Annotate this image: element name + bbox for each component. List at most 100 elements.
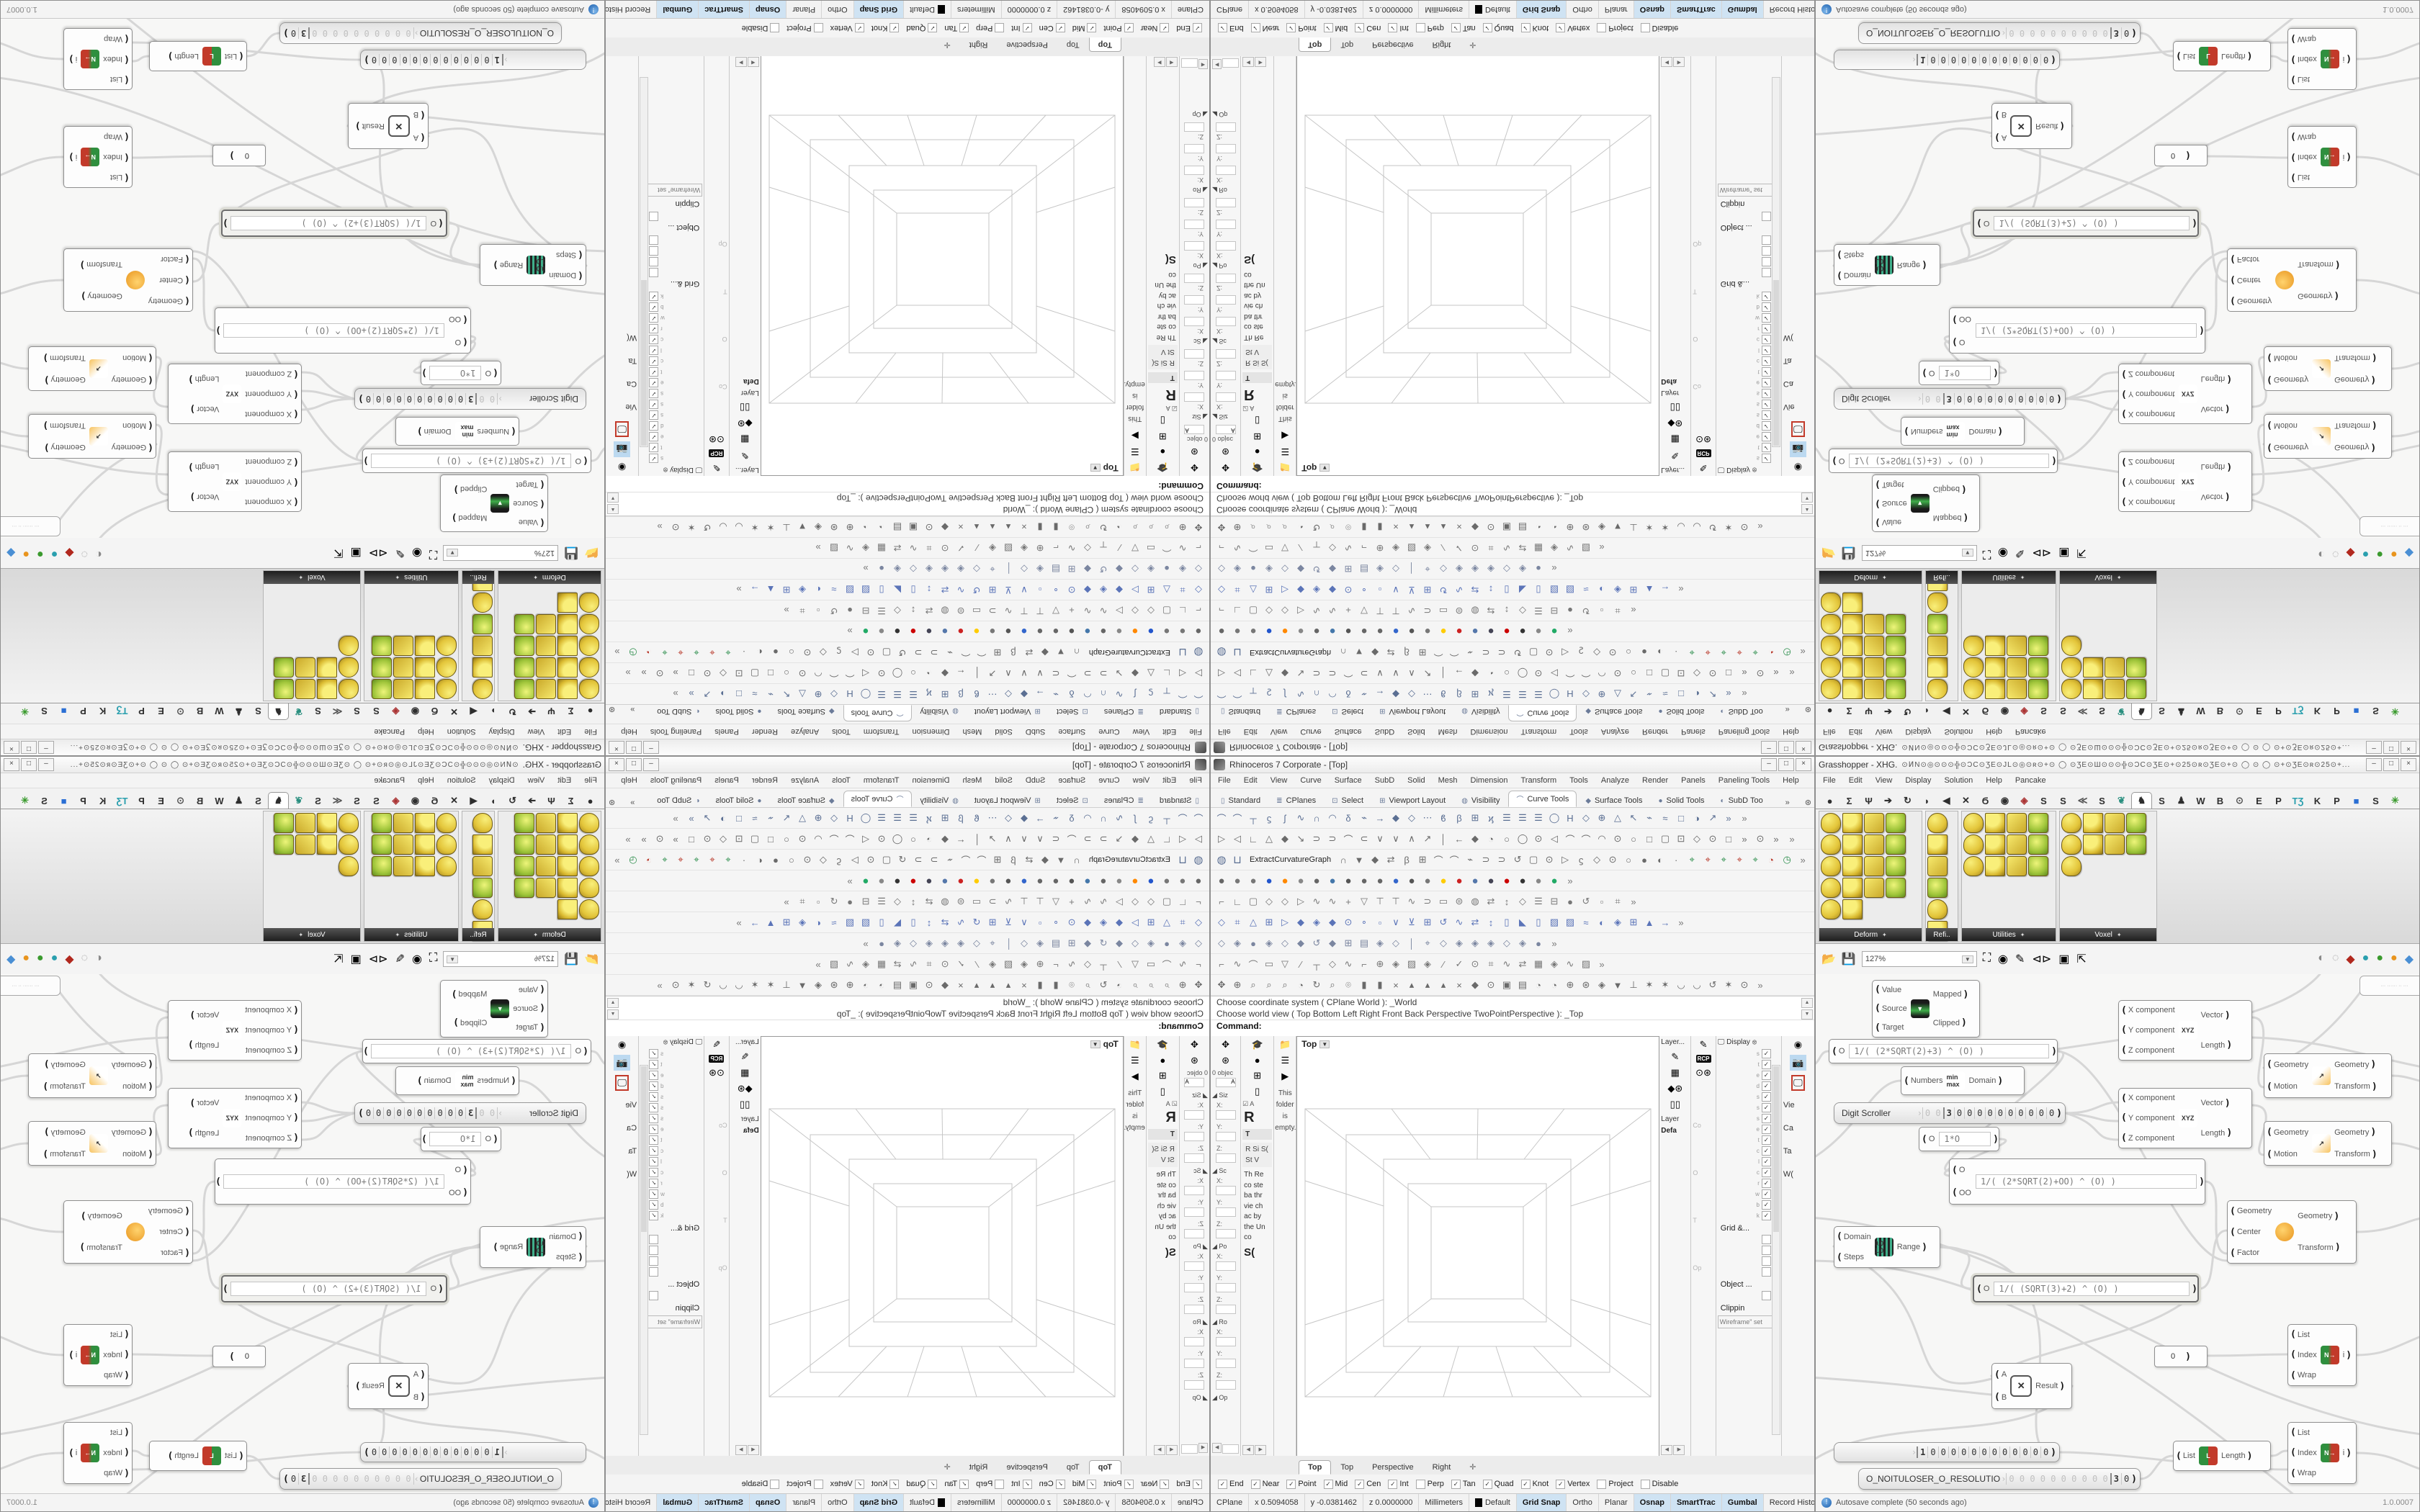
palette-component-icon[interactable] bbox=[1864, 657, 1884, 678]
checkbox-checked-icon[interactable]: ✓ bbox=[1323, 23, 1333, 33]
tool-icon[interactable]: ◆ bbox=[1392, 689, 1399, 700]
checkbox-checked-icon[interactable]: ✓ bbox=[1022, 23, 1032, 33]
tool-icon[interactable]: ⊞ bbox=[782, 917, 791, 927]
palette-group-label[interactable]: Refi.. bbox=[1926, 571, 1958, 584]
menu-item-file[interactable]: File bbox=[1189, 727, 1202, 736]
checkbox-checked-icon[interactable]: ✓ bbox=[1087, 23, 1097, 33]
help-icon[interactable]: ● bbox=[1254, 1055, 1260, 1066]
tool-icon[interactable]: ▴ bbox=[990, 979, 995, 990]
tool-icon[interactable]: ⊃ bbox=[1482, 854, 1490, 865]
input-grip[interactable]: ( bbox=[2267, 420, 2272, 431]
osnap-toggle-disable[interactable]: Disable bbox=[1640, 23, 1678, 33]
gh-category-tab-18[interactable]: ♟ bbox=[2177, 706, 2186, 717]
gh-category-tab-22[interactable]: E bbox=[2256, 706, 2262, 716]
tool-icon[interactable]: ✓ bbox=[1455, 543, 1464, 554]
gear-icon[interactable]: ⊛ bbox=[609, 798, 616, 807]
toolbar-tab-subd-too[interactable]: ◐ SubD Too bbox=[1713, 705, 1770, 718]
gh-preview-mode-icon[interactable]: ◆ bbox=[2404, 953, 2414, 966]
tool-icon[interactable]: ○ bbox=[1631, 833, 1636, 845]
gh-preview-mode-icon[interactable]: ◆ bbox=[65, 546, 74, 559]
checkbox-unchecked-icon[interactable] bbox=[649, 246, 659, 256]
palette-group-label[interactable]: Refi.. bbox=[1926, 928, 1958, 941]
input-grip[interactable]: ( bbox=[1832, 1045, 1837, 1057]
close-button[interactable]: × bbox=[1796, 758, 1811, 771]
gh-toolbar-icon[interactable]: ▣ bbox=[350, 953, 362, 966]
input-grip[interactable]: ( bbox=[539, 479, 545, 490]
tool-icon[interactable]: ϛ bbox=[1578, 647, 1584, 658]
status-toggle-grid-snap[interactable]: Grid Snap bbox=[853, 1, 904, 18]
toolbar-tab-standard[interactable]: ▯ Standard bbox=[1214, 705, 1268, 718]
checkbox-checked-icon[interactable]: ✓ bbox=[1761, 302, 1771, 312]
input-grip[interactable]: ( bbox=[1837, 1251, 1842, 1263]
input-grip[interactable]: ( bbox=[148, 1127, 153, 1138]
tool-icon[interactable]: ⋯ bbox=[987, 812, 998, 823]
scroller-digit[interactable]: 0 bbox=[431, 1446, 442, 1458]
tool-icon[interactable]: ▽ bbox=[1052, 896, 1059, 906]
tool-icon[interactable]: ◈ bbox=[1598, 522, 1605, 533]
output-grip[interactable]: ) bbox=[2224, 1097, 2231, 1109]
axis-field[interactable] bbox=[1184, 1283, 1205, 1292]
checkbox-checked-icon[interactable]: ✓ bbox=[649, 1049, 659, 1058]
rhino-command-area[interactable]: Choose coordinate system ( CPlane World … bbox=[606, 472, 1209, 516]
tool-icon[interactable]: » bbox=[673, 833, 678, 845]
tool-icon[interactable]: ⊞ bbox=[941, 812, 949, 823]
display-mode-icon[interactable]: ● bbox=[1424, 874, 1431, 887]
menu-item-edit[interactable]: Edit bbox=[1243, 727, 1258, 736]
menu-item-edit[interactable]: Edit bbox=[1162, 776, 1177, 785]
tool-icon[interactable]: ⌐ bbox=[1196, 542, 1201, 554]
tool-icon[interactable]: ▣ bbox=[908, 979, 918, 990]
gh-category-tab-5[interactable]: ◗ bbox=[490, 706, 496, 716]
tool-icon[interactable]: ◇ bbox=[973, 937, 980, 948]
tool-icon[interactable]: ≈ bbox=[1662, 812, 1668, 824]
tool-icon[interactable]: ▣ bbox=[1502, 522, 1512, 533]
tool-icon[interactable]: ◈ bbox=[1234, 937, 1241, 948]
tool-icon[interactable]: ↺ bbox=[1582, 896, 1590, 906]
tool-icon[interactable]: ⊙ bbox=[671, 979, 680, 990]
tool-icon[interactable]: ⌕ bbox=[1132, 979, 1138, 990]
display-option-row[interactable]: t ✓ bbox=[1716, 1059, 1781, 1070]
rcp-badge[interactable]: RCP bbox=[709, 449, 725, 457]
help-tab[interactable]: T bbox=[1242, 1129, 1273, 1140]
tool-icon[interactable]: ⊛ bbox=[830, 522, 838, 533]
tool-icon[interactable]: ⌒ bbox=[1067, 667, 1077, 678]
axis-field[interactable] bbox=[1215, 144, 1236, 153]
tool-icon[interactable]: ◈ bbox=[1021, 543, 1028, 554]
menu-item-paneling-tools[interactable]: Paneling Tools bbox=[650, 776, 702, 785]
tool-icon[interactable]: ◈ bbox=[1456, 937, 1463, 948]
palette-component-icon[interactable] bbox=[1842, 679, 1863, 699]
scroller-digit[interactable]: 0 bbox=[404, 1107, 415, 1119]
palette-component-icon[interactable] bbox=[514, 856, 534, 876]
tool-icon[interactable]: □ bbox=[1678, 688, 1684, 700]
gh-category-tab-16[interactable]: ♞ bbox=[268, 792, 289, 809]
palette-component-icon[interactable] bbox=[372, 856, 392, 876]
toolbar-tab-select[interactable]: ⊡ Select bbox=[1049, 794, 1095, 807]
scroller-digit[interactable]: 0 bbox=[1948, 54, 1959, 66]
gh-menu-item-file[interactable]: File bbox=[1823, 776, 1836, 785]
gh-category-tab-12[interactable]: S bbox=[354, 706, 360, 716]
checkbox-checked-icon[interactable]: ✓ bbox=[649, 324, 659, 333]
display-mode-icon[interactable]: ● bbox=[1456, 625, 1463, 638]
tool-icon[interactable]: ⌖ bbox=[678, 647, 684, 658]
tool-icon[interactable]: » bbox=[673, 667, 678, 679]
tool-icon[interactable]: ↕ bbox=[910, 605, 916, 616]
tool-icon[interactable]: ∕ bbox=[1118, 958, 1121, 970]
output-grip[interactable]: ) bbox=[493, 259, 498, 271]
tool-icon[interactable]: ⇄ bbox=[941, 917, 949, 927]
menu-item-view[interactable]: View bbox=[1132, 727, 1150, 736]
input-grip[interactable]: ( bbox=[2290, 1329, 2296, 1341]
display-mode-icon[interactable]: ● bbox=[941, 874, 949, 887]
tool-icon[interactable]: H bbox=[1567, 688, 1574, 700]
palette-component-icon[interactable] bbox=[2083, 657, 2103, 678]
input-grip[interactable]: ( bbox=[420, 1392, 426, 1403]
tool-icon[interactable]: ▮ bbox=[1037, 979, 1043, 990]
tool-icon[interactable]: ⌒ bbox=[961, 646, 971, 657]
axis-field[interactable] bbox=[1215, 371, 1236, 380]
tool-icon[interactable]: ⌒ bbox=[1581, 667, 1591, 678]
toolbar-tab-solid-tools[interactable]: ● Solid Tools bbox=[708, 705, 768, 718]
palette-component-icon[interactable] bbox=[339, 856, 359, 876]
display-option-row[interactable] bbox=[1716, 1234, 1781, 1245]
axis-field[interactable] bbox=[1215, 1305, 1236, 1314]
output-grip[interactable]: ) bbox=[416, 1075, 423, 1086]
tool-icon[interactable]: ● bbox=[879, 563, 884, 575]
tool-icon[interactable]: ⌗ bbox=[1234, 917, 1240, 927]
